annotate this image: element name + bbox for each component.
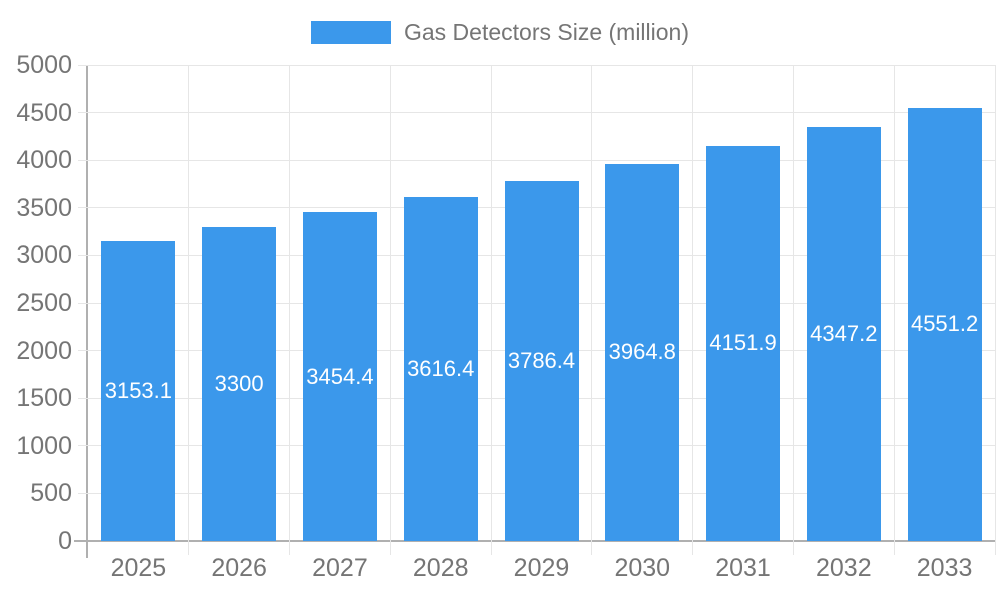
y-tick-label: 2500 xyxy=(16,289,72,317)
bar-2028[interactable]: 3616.4 xyxy=(403,196,478,541)
y-axis-line xyxy=(86,65,88,558)
bar-2027[interactable]: 3454.4 xyxy=(302,212,377,541)
y-tick-label: 5000 xyxy=(16,51,72,79)
y-tick-mark xyxy=(78,159,88,161)
x-tick-mark xyxy=(490,541,492,555)
x-tick-mark xyxy=(792,541,794,555)
y-tick-label: 0 xyxy=(58,527,72,555)
y-tick-mark xyxy=(78,350,88,352)
bar-2029[interactable]: 3786.4 xyxy=(504,180,579,541)
x-tick-label: 2033 xyxy=(916,554,973,582)
bar-value-label: 3786.4 xyxy=(507,347,576,373)
x-tick-label: 2032 xyxy=(816,554,872,582)
x-tick-mark xyxy=(389,541,391,555)
y-gridline xyxy=(88,112,995,114)
legend-swatch-icon xyxy=(310,20,391,44)
bar-value-label: 4151.9 xyxy=(709,330,777,356)
y-tick-mark xyxy=(78,302,88,304)
bar-value-label: 4551.2 xyxy=(910,311,979,337)
y-tick-mark xyxy=(78,207,88,209)
y-tick-label: 1000 xyxy=(16,431,72,460)
x-tick-mark xyxy=(289,541,291,555)
x-tick-mark xyxy=(994,541,996,555)
y-tick-mark xyxy=(78,397,88,399)
bar-value-label: 3454.4 xyxy=(306,363,374,389)
y-tick-label: 2000 xyxy=(16,336,72,365)
plot-area: 0 500 1000 1500 2000 2500 3000 3500 4000 4500 5000… xyxy=(16,52,996,582)
x-gridline xyxy=(289,65,291,541)
x-gridline xyxy=(591,65,593,541)
x-tick-label: 2025 xyxy=(110,554,167,582)
x-gridline xyxy=(792,65,794,541)
x-gridline xyxy=(692,65,694,541)
x-tick-label: 2026 xyxy=(211,554,267,582)
y-tick-label: 4500 xyxy=(16,98,72,127)
x-tick-mark xyxy=(188,541,190,555)
x-tick-mark xyxy=(893,541,895,555)
y-tick-label: 4000 xyxy=(16,146,72,175)
y-tick-mark xyxy=(78,64,88,66)
y-tick-mark xyxy=(78,445,88,447)
y-gridline xyxy=(88,64,995,66)
bar-2026[interactable]: 3300 xyxy=(202,226,277,541)
y-tick-mark xyxy=(78,254,88,256)
bar-value-label: 3616.4 xyxy=(407,355,475,381)
x-tick-mark xyxy=(591,541,593,555)
x-tick-label: 2028 xyxy=(412,554,469,582)
x-tick-label: 2027 xyxy=(312,554,368,582)
bar-2033[interactable]: 4551.2 xyxy=(907,107,982,541)
y-tick-mark xyxy=(78,492,88,494)
x-tick-label: 2031 xyxy=(715,554,771,582)
bar-value-label: 3153.1 xyxy=(104,377,173,403)
bar-2031[interactable]: 4151.9 xyxy=(706,145,781,541)
legend-item[interactable]: Gas Detectors Size (million) xyxy=(0,18,1000,46)
x-gridline xyxy=(389,65,391,541)
y-gridline xyxy=(88,159,995,161)
y-tick-label: 500 xyxy=(30,479,72,508)
x-tick-label: 2030 xyxy=(614,554,671,582)
bar-2025[interactable]: 3153.1 xyxy=(101,240,176,541)
legend-label: Gas Detectors Size (million) xyxy=(403,18,690,45)
x-gridline xyxy=(188,65,190,541)
x-gridline xyxy=(994,65,996,541)
y-tick-mark xyxy=(78,112,88,114)
x-tick-mark xyxy=(692,541,694,555)
bar-value-label: 3300 xyxy=(214,370,264,396)
x-gridline xyxy=(893,65,895,541)
y-tick-label: 3000 xyxy=(16,241,72,270)
bar-2032[interactable]: 4347.2 xyxy=(806,127,881,541)
bar-value-label: 4347.2 xyxy=(810,321,878,347)
y-tick-label: 1500 xyxy=(16,384,72,413)
bar-value-label: 3964.8 xyxy=(608,339,676,365)
x-gridline xyxy=(490,65,492,541)
x-tick-label: 2029 xyxy=(513,554,570,582)
y-tick-label: 3500 xyxy=(16,193,72,222)
x-axis-line xyxy=(74,540,995,542)
bar-2030[interactable]: 3964.8 xyxy=(605,163,680,541)
